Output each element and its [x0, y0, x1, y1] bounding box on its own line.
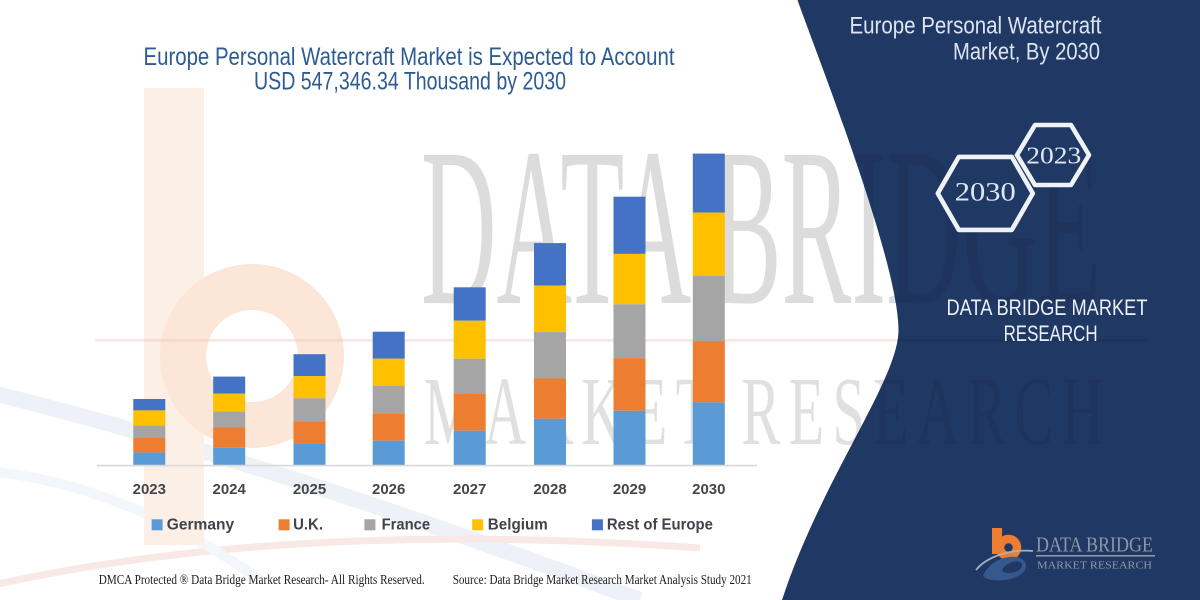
svg-text:Source: Data Bridge Market Res: Source: Data Bridge Market Research Mark…	[453, 572, 752, 587]
svg-text:2030: 2030	[955, 177, 1016, 206]
svg-text:USD 547,346.34 Thousand by 203: USD 547,346.34 Thousand by 2030	[254, 68, 566, 96]
svg-text:DATA BRIDGE: DATA BRIDGE	[1036, 533, 1153, 557]
svg-text:2030: 2030	[692, 481, 725, 498]
svg-text:2028: 2028	[533, 481, 566, 498]
svg-text:2027: 2027	[453, 481, 486, 498]
svg-text:Market, By 2030: Market, By 2030	[953, 39, 1100, 66]
svg-text:Europe Personal Watercraft: Europe Personal Watercraft	[850, 12, 1102, 39]
svg-text:Germany: Germany	[167, 517, 235, 534]
svg-text:2025: 2025	[293, 481, 326, 498]
svg-text:France: France	[382, 517, 431, 534]
svg-text:MARKET RESEARCH: MARKET RESEARCH	[1037, 561, 1152, 572]
svg-text:Belgium: Belgium	[488, 517, 548, 534]
svg-text:2029: 2029	[613, 481, 646, 498]
svg-text:DMCA Protected ® Data Bridge M: DMCA Protected ® Data Bridge Market Rese…	[99, 572, 425, 587]
svg-text:2023: 2023	[133, 481, 166, 498]
svg-text:2026: 2026	[372, 481, 405, 498]
svg-text:2024: 2024	[213, 481, 247, 498]
svg-text:DATA BRIDGE MARKET: DATA BRIDGE MARKET	[947, 295, 1148, 320]
svg-text:Rest of Europe: Rest of Europe	[607, 517, 713, 534]
svg-text:2023: 2023	[1026, 144, 1081, 170]
svg-text:RESEARCH: RESEARCH	[1004, 321, 1098, 346]
svg-text:Europe Personal Watercraft Mar: Europe Personal Watercraft Market is Exp…	[144, 43, 675, 71]
svg-text:U.K.: U.K.	[293, 517, 323, 534]
